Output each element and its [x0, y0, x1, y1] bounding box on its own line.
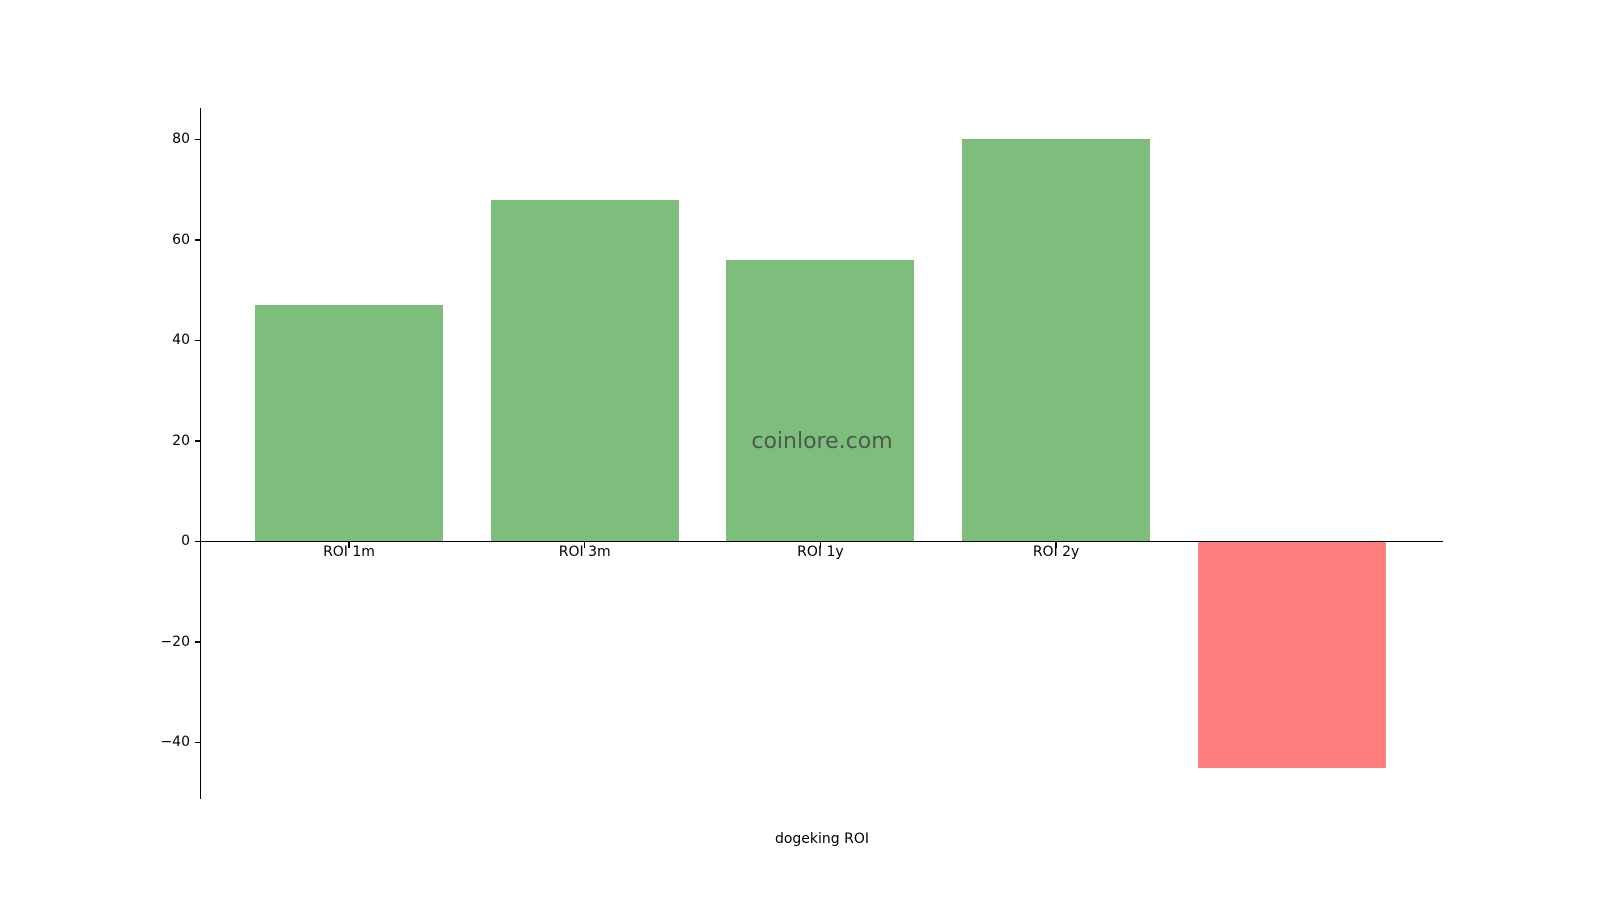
- x-tick-label: ROI 3m: [558, 543, 611, 560]
- y-tick-label: −20: [160, 633, 190, 650]
- x-tick-label: ROI 1y: [797, 543, 844, 560]
- x-tick-mark: [584, 541, 586, 548]
- y-tick-mark: [195, 540, 201, 543]
- y-tick-mark: [195, 741, 201, 744]
- x-axis-line: [201, 540, 1443, 543]
- y-tick-mark: [195, 641, 201, 643]
- y-tick-label: 40: [172, 332, 190, 349]
- y-axis-line: [200, 108, 202, 799]
- y-tick-label: 80: [172, 131, 190, 148]
- y-tick-label: −40: [160, 734, 190, 751]
- x-tick-mark: [348, 541, 350, 548]
- bar-roi-1y: [726, 260, 915, 542]
- y-tick-label: 20: [172, 432, 190, 449]
- y-tick-mark: [195, 138, 201, 141]
- y-tick-mark: [195, 339, 201, 342]
- x-axis-title: dogeking ROI: [774, 831, 870, 847]
- watermark: coinlore.com: [751, 429, 893, 454]
- x-tick-label: ROI 1m: [323, 543, 375, 560]
- x-tick-mark: [1055, 541, 1057, 548]
- bar-roi-1m: [255, 305, 443, 542]
- bar-roi-3m: [490, 199, 679, 542]
- x-tick-mark: [819, 541, 822, 548]
- bar-roi-2y: [962, 139, 1151, 542]
- y-tick-label: 0: [181, 533, 190, 550]
- y-tick-label: 60: [172, 231, 190, 248]
- bar-unlabeled-5: [1197, 541, 1386, 768]
- y-tick-mark: [195, 440, 201, 442]
- y-tick-mark: [195, 239, 201, 241]
- x-tick-label: ROI 2y: [1032, 543, 1080, 560]
